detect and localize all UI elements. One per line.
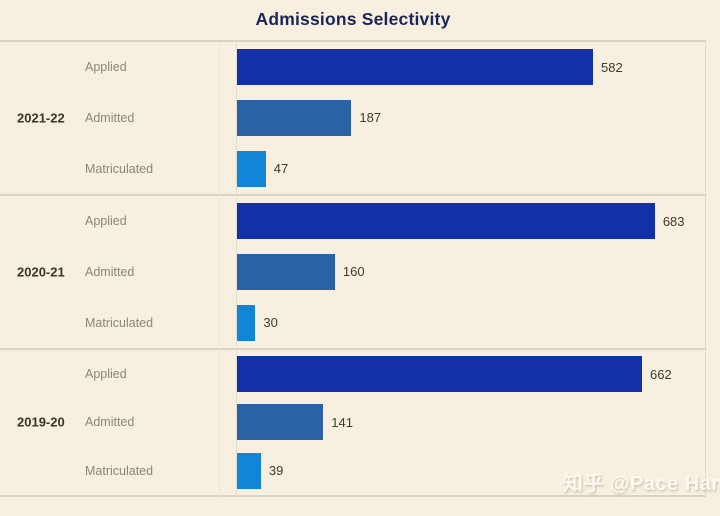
year-group: 2019-20 Applied 662 Admitted 141 Matricu… (0, 350, 705, 497)
year-group-rows: Applied 683 Admitted 160 Matriculated 30 (0, 196, 705, 348)
bar-row: Applied 582 (0, 42, 705, 93)
value-label: 47 (273, 161, 289, 177)
bar-track: 662 (237, 350, 705, 398)
bar-track: 683 (237, 196, 705, 247)
bar-row: Applied 662 (0, 350, 705, 398)
bar-row: Admitted 141 (0, 398, 705, 446)
bar-admitted (237, 99, 352, 136)
year-group: 2020-21 Applied 683 Admitted 160 Matricu… (0, 196, 705, 350)
bar-applied (237, 203, 655, 240)
bar-track: 47 (237, 143, 705, 194)
chart-area: 2021-22 Applied 582 Admitted 187 Matricu… (0, 40, 706, 497)
bar-applied (237, 356, 642, 393)
bar-matriculated (237, 304, 256, 341)
chart-title: Admissions Selectivity (255, 9, 451, 29)
bar-track: 141 (237, 398, 705, 446)
value-label: 582 (601, 59, 623, 75)
bar-track: 39 (237, 447, 705, 495)
value-label: 30 (263, 315, 278, 331)
category-label: Applied (85, 60, 127, 75)
watermark-text: 知乎 @Pace Han (562, 473, 720, 495)
category-label: Applied (85, 367, 127, 382)
category-label: Matriculated (85, 161, 154, 176)
value-label: 683 (662, 213, 685, 229)
year-group-rows: Applied 662 Admitted 141 Matriculated 39 (0, 350, 705, 495)
bar-track: 187 (237, 93, 705, 144)
bar-row: Admitted 187 (0, 93, 705, 144)
value-label: 141 (331, 414, 353, 430)
plot-left-axis-line (236, 42, 237, 497)
year-label: 2020-21 (17, 264, 65, 280)
bar-row: Matriculated 47 (0, 143, 705, 194)
year-label: 2019-20 (17, 414, 65, 430)
bar-admitted (237, 404, 324, 441)
year-group-rows: Applied 582 Admitted 187 Matriculated 47 (0, 42, 705, 194)
bar-row: Matriculated 39 (0, 447, 705, 495)
bar-track: 582 (237, 42, 705, 93)
bar-admitted (237, 253, 335, 290)
bar-matriculated (237, 150, 266, 187)
value-label: 39 (268, 463, 284, 479)
value-label: 662 (649, 366, 672, 382)
category-label: Admitted (85, 264, 135, 279)
category-label: Admitted (85, 415, 135, 430)
bar-row: Matriculated 30 (0, 297, 705, 348)
bar-row: Applied 683 (0, 196, 705, 247)
value-label: 187 (359, 110, 382, 126)
year-label: 2021-22 (17, 110, 65, 126)
value-label: 160 (342, 264, 365, 280)
bar-applied (237, 49, 594, 86)
year-group: 2021-22 Applied 582 Admitted 187 Matricu… (0, 42, 705, 196)
category-label: Admitted (85, 110, 135, 125)
category-label: Matriculated (85, 463, 154, 478)
bar-track: 30 (237, 297, 705, 348)
bar-track: 160 (237, 247, 705, 298)
bar-matriculated (237, 452, 261, 489)
category-label: Applied (85, 214, 127, 229)
label-column-divider-line (219, 42, 220, 497)
bar-groups-container: 2021-22 Applied 582 Admitted 187 Matricu… (0, 42, 705, 497)
bar-row: Admitted 160 (0, 247, 705, 298)
category-label: Matriculated (85, 315, 154, 330)
